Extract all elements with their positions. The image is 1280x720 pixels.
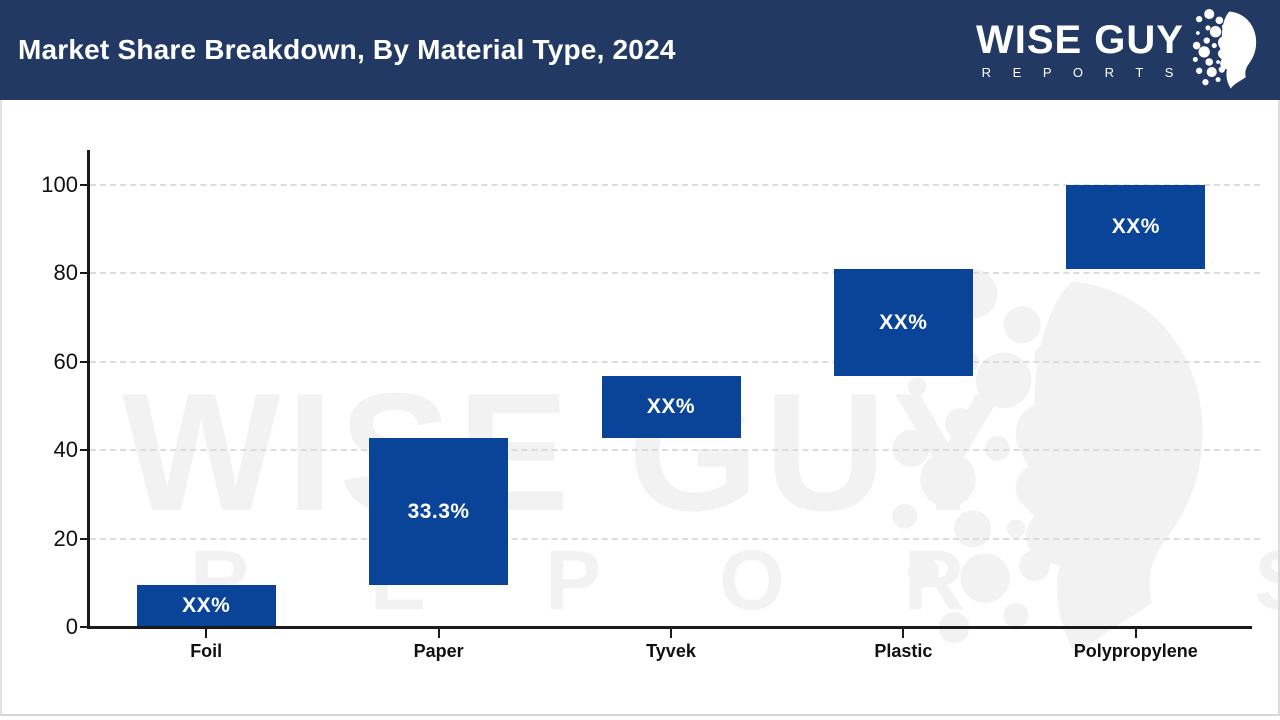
y-tick-mark-20: [80, 537, 88, 540]
brand-logo-text: WISE GUY R E P O R T S: [976, 20, 1184, 80]
y-tick-mark-60: [80, 360, 88, 363]
y-tick-mark-80: [80, 272, 88, 275]
y-tick-label-40: 40: [53, 437, 78, 463]
gridline-80: [90, 272, 1260, 275]
x-tick-mark-polypropylene: [1134, 629, 1137, 638]
x-tick-mark-tyvek: [670, 629, 672, 638]
content-frame: [0, 100, 1280, 716]
x-tick-mark-paper: [437, 629, 440, 638]
bar-paper: 33.3%: [369, 438, 509, 586]
gridline-100: [90, 184, 1260, 186]
brand-logo-line2: R E P O R T S: [981, 65, 1183, 80]
y-tick-mark-40: [80, 449, 88, 452]
header-bar: Market Share Breakdown, By Material Type…: [0, 0, 1280, 100]
y-tick-mark-100: [80, 184, 88, 186]
gridline-20: [90, 537, 1260, 540]
brand-logo: WISE GUY R E P O R T S: [976, 9, 1260, 91]
gridline-40: [90, 449, 1260, 452]
bar-polypropylene: XX%: [1066, 185, 1206, 270]
x-label-foil: Foil: [190, 641, 223, 661]
bar-value-label-tyvek: XX%: [646, 395, 696, 419]
gridline-60: [90, 360, 1260, 363]
x-label-paper: Paper: [413, 641, 464, 661]
x-label-polypropylene: Polypropylene: [1073, 641, 1198, 661]
bar-value-label-polypropylene: XX%: [1111, 215, 1160, 239]
brand-logo-line1: WISE GUY: [975, 18, 1184, 62]
y-tick-label-20: 20: [53, 525, 78, 551]
x-tick-mark-plastic: [902, 629, 905, 638]
x-label-plastic: Plastic: [874, 641, 933, 661]
x-axis-line: [87, 626, 1252, 629]
y-tick-label-0: 0: [65, 614, 78, 639]
y-tick-label-100: 100: [41, 172, 78, 197]
bar-value-label-paper: 33.3%: [407, 499, 470, 523]
watermark: WISE GUY R E P O R T S: [0, 100, 1280, 720]
bar-value-label-plastic: XX%: [879, 310, 928, 334]
bar-tyvek: XX%: [601, 376, 741, 439]
y-tick-label-80: 80: [53, 260, 78, 286]
watermark-text-line1: WISE GUY: [122, 358, 1011, 546]
y-tick-mark-0: [80, 626, 88, 628]
page-title: Market Share Breakdown, By Material Type…: [18, 34, 676, 65]
bar-plastic: XX%: [833, 269, 973, 377]
bar-foil: XX%: [136, 585, 276, 627]
bar-value-label-foil: XX%: [182, 594, 231, 618]
y-tick-label-60: 60: [53, 348, 78, 374]
y-axis-line: [87, 150, 90, 628]
x-label-tyvek: Tyvek: [646, 641, 696, 661]
brand-face-icon: [1190, 9, 1260, 91]
x-tick-mark-foil: [205, 629, 208, 638]
